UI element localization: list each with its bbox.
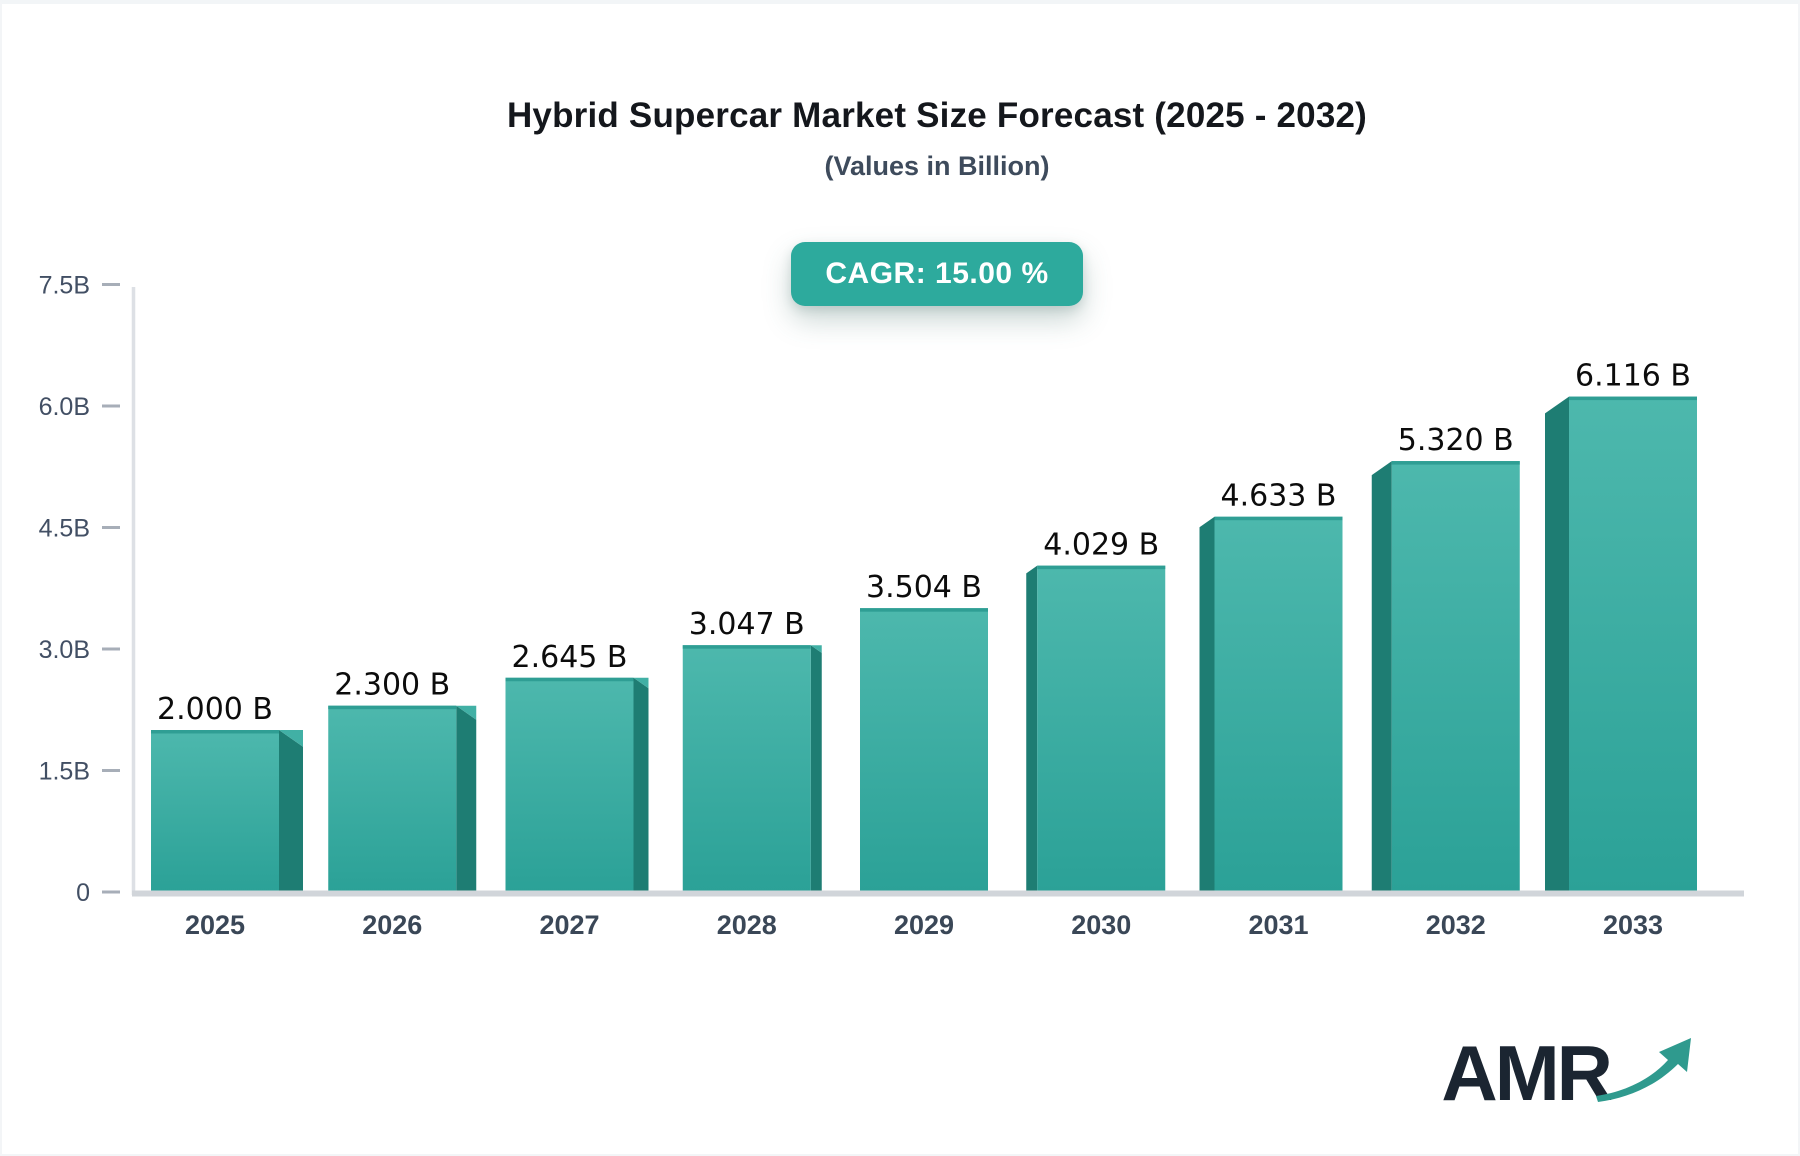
x-tick-label: 2026 xyxy=(362,910,422,940)
bar-chart: 0 1.5B 3.0B 4.5B 6.0B 7.5B 2.000 B 2025 2.300 B 2… xyxy=(39,272,1744,940)
bar[interactable] xyxy=(860,608,988,892)
bar-value-label: 3.504 B xyxy=(866,570,982,605)
bar-value-label: 2.645 B xyxy=(511,640,627,675)
bar-side-face xyxy=(1199,516,1215,892)
bar-value-label: 2.000 B xyxy=(157,692,273,727)
bar-value-label: 5.320 B xyxy=(1398,423,1514,458)
bar-value-label: 2.300 B xyxy=(334,668,450,703)
bar-top-edge xyxy=(860,608,988,612)
bar-top-edge xyxy=(1037,565,1166,570)
bar-top-edge xyxy=(1569,396,1697,401)
bar[interactable] xyxy=(1391,461,1520,892)
y-tick-label: 1.5B xyxy=(39,758,90,786)
bar-side-face xyxy=(279,730,303,892)
x-tick-label: 2025 xyxy=(185,910,245,940)
x-tick-label: 2031 xyxy=(1248,910,1308,940)
y-tick-label: 4.5B xyxy=(39,515,90,543)
x-tick-label: 2033 xyxy=(1603,910,1663,940)
bar-top-face xyxy=(279,730,303,747)
x-tick-label: 2029 xyxy=(894,910,954,940)
x-tick-label: 2027 xyxy=(539,910,599,940)
bar-top-edge xyxy=(682,645,811,649)
bar-value-label: 3.047 B xyxy=(689,607,805,642)
bar-side-face xyxy=(1371,461,1392,892)
y-tick-label: 0 xyxy=(76,879,90,907)
bar[interactable] xyxy=(328,705,457,892)
bar-top-face xyxy=(810,645,822,653)
bar-top-edge xyxy=(1391,461,1520,465)
bar-value-label: 6.116 B xyxy=(1575,359,1691,394)
amr-logo-text: AMR xyxy=(1441,1029,1613,1118)
bar-side-face xyxy=(456,705,477,892)
chart-title: Hybrid Supercar Market Size Forecast (20… xyxy=(506,96,1368,135)
bar[interactable] xyxy=(1214,516,1343,892)
chart-header: Hybrid Supercar Market Size Forecast (20… xyxy=(132,4,1742,306)
x-tick-label: 2030 xyxy=(1071,910,1131,940)
bar[interactable] xyxy=(151,730,279,892)
bar-top-face xyxy=(456,705,477,720)
bar-side-face xyxy=(1026,565,1038,892)
bar-top-edge xyxy=(1214,516,1343,521)
cagr-badge: CAGR: 15.00 % xyxy=(791,242,1083,306)
bar-side-face xyxy=(1545,396,1569,892)
bar[interactable] xyxy=(505,677,634,892)
amr-logo-arrow-icon xyxy=(1596,1038,1691,1102)
bar-top-edge xyxy=(505,677,634,682)
bar-side-face xyxy=(810,645,822,892)
x-tick-label: 2028 xyxy=(717,910,777,940)
bar-top-edge xyxy=(151,730,279,734)
bar-top-edge xyxy=(328,705,457,710)
bar-value-label: 4.633 B xyxy=(1220,479,1336,514)
y-tick-label: 7.5B xyxy=(39,272,90,300)
chart-subtitle: (Values in Billion) xyxy=(824,151,1050,181)
bar-side-face xyxy=(633,677,649,892)
y-tick-label: 6.0B xyxy=(39,393,90,421)
bar[interactable] xyxy=(682,645,811,892)
y-tick-label: 3.0B xyxy=(39,636,90,664)
bar-value-label: 4.029 B xyxy=(1043,528,1159,563)
bar-top-face xyxy=(633,677,649,689)
amr-logo: AMR xyxy=(1441,1026,1694,1118)
bar[interactable] xyxy=(1037,565,1166,892)
bar[interactable] xyxy=(1569,396,1697,892)
x-tick-label: 2032 xyxy=(1426,910,1486,940)
